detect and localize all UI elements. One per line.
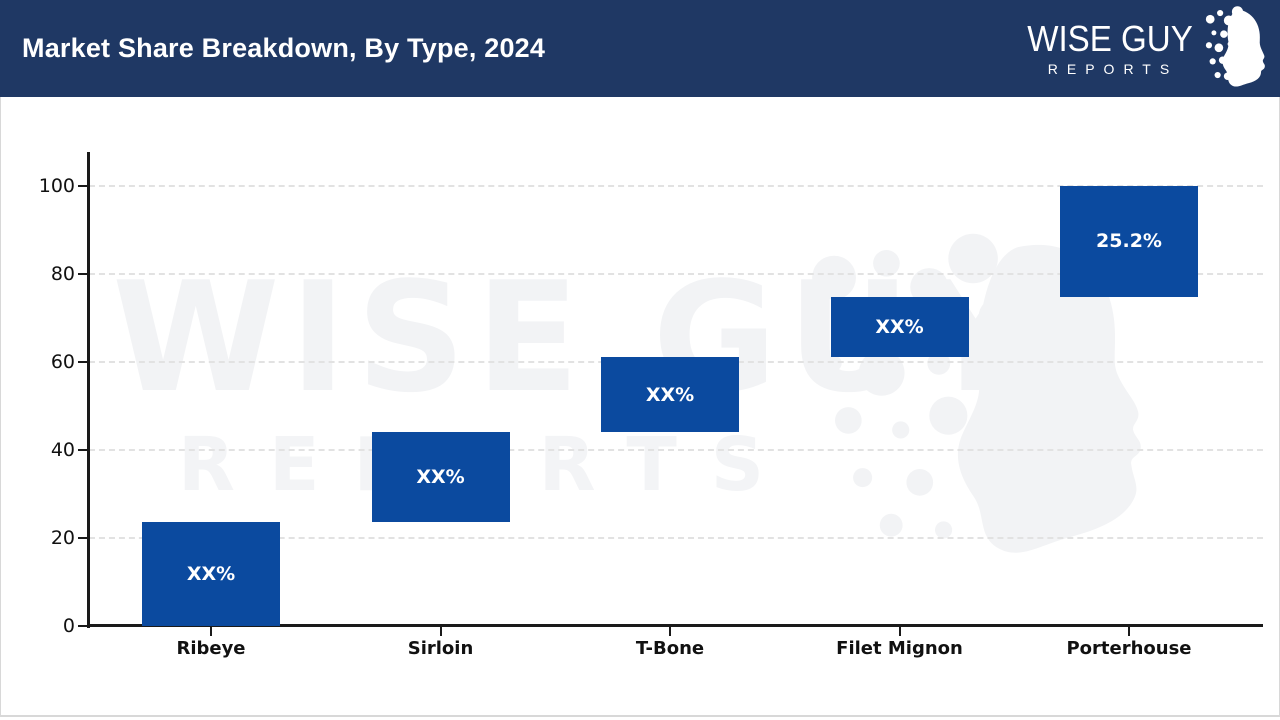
brand-name: WISE GUY bbox=[1027, 17, 1193, 59]
brand-logo: WISE GUY REPORTS bbox=[1020, 5, 1266, 93]
x-axis-tick bbox=[210, 627, 212, 636]
brand-head-icon bbox=[1205, 5, 1265, 87]
header-bar: Market Share Breakdown, By Type, 2024 WI… bbox=[0, 0, 1280, 97]
x-tick-label: Ribeye bbox=[176, 638, 246, 659]
gridline bbox=[89, 537, 1263, 539]
y-tick-label: 40 bbox=[50, 439, 75, 461]
page-title: Market Share Breakdown, By Type, 2024 bbox=[22, 33, 546, 63]
left-border-line bbox=[0, 97, 1, 717]
x-axis-tick bbox=[669, 627, 671, 636]
x-axis-line bbox=[87, 624, 1263, 627]
bar-value-label: XX% bbox=[875, 316, 924, 338]
watermark-head-icon bbox=[812, 233, 1141, 553]
bar-filet-mignon: XX% bbox=[830, 296, 969, 358]
y-tick-label: 20 bbox=[50, 527, 75, 549]
x-tick-label: T-Bone bbox=[635, 638, 705, 659]
gridline bbox=[89, 273, 1263, 275]
y-tick-label: 0 bbox=[62, 615, 75, 637]
y-axis-line bbox=[87, 152, 90, 628]
bar-value-label: XX% bbox=[186, 563, 236, 586]
bar-sirloin: XX% bbox=[371, 431, 510, 523]
x-axis-tick bbox=[1128, 627, 1130, 636]
y-tick-label: 80 bbox=[50, 263, 75, 285]
bar-ribeye: XX% bbox=[142, 522, 280, 626]
waterfall-chart: 0 20 40 60 80 100 XX% Ribeye XX% Sirloin XX% T-Bone… bbox=[0, 97, 1280, 717]
bar-value-label: XX% bbox=[645, 383, 695, 406]
bar-value-label: XX% bbox=[416, 466, 465, 489]
x-tick-label: Filet Mignon bbox=[836, 638, 963, 659]
y-axis-tick bbox=[78, 449, 87, 451]
y-axis-tick bbox=[78, 625, 87, 627]
y-axis-tick bbox=[78, 185, 87, 187]
gridline bbox=[89, 185, 1263, 187]
y-axis-tick bbox=[78, 537, 87, 539]
bar-value-label: 25.2% bbox=[1096, 230, 1162, 253]
y-tick-label: 60 bbox=[50, 351, 75, 373]
y-axis-tick bbox=[78, 361, 87, 363]
gridline bbox=[89, 449, 1263, 451]
x-axis-tick bbox=[898, 627, 901, 636]
x-axis-tick bbox=[439, 627, 442, 636]
bar-porterhouse: 25.2% bbox=[1060, 186, 1198, 297]
brand-text: WISE GUY REPORTS bbox=[1020, 17, 1200, 78]
x-tick-label: Porterhouse bbox=[1066, 638, 1192, 659]
brand-subtitle: REPORTS bbox=[1047, 60, 1179, 77]
bar-t-bone: XX% bbox=[601, 357, 739, 432]
x-tick-label: Sirloin bbox=[407, 638, 474, 659]
y-axis-tick bbox=[78, 273, 87, 275]
y-tick-label: 100 bbox=[38, 175, 75, 197]
bottom-border-line bbox=[0, 715, 1280, 717]
